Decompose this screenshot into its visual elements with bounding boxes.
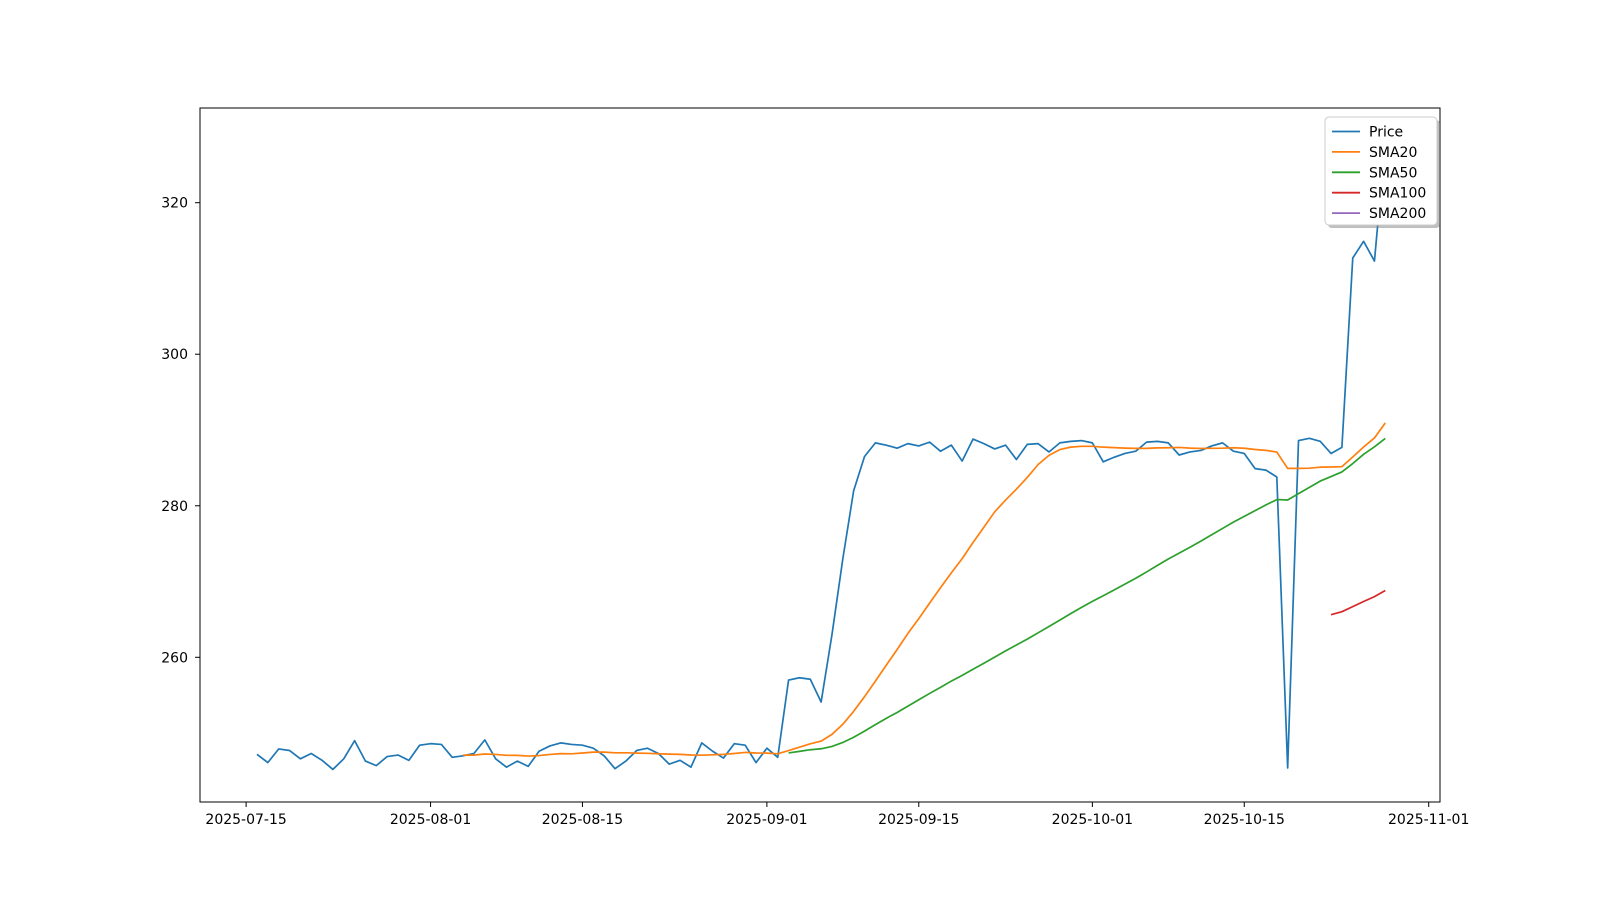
legend-entry: SMA20 xyxy=(1332,145,1417,161)
x-tick-label: 2025-07-15 xyxy=(205,812,286,828)
y-tick-label: 320 xyxy=(161,196,188,212)
legend-entry: SMA100 xyxy=(1332,186,1426,202)
legend-label: SMA200 xyxy=(1369,206,1426,222)
legend-label: Price xyxy=(1369,125,1403,141)
series-group xyxy=(256,140,1387,771)
legend: Price SMA20 SMA50 SMA100 SMA200 xyxy=(1324,116,1440,228)
x-tick-label: 2025-09-01 xyxy=(726,812,807,828)
legend-label: SMA100 xyxy=(1369,186,1426,202)
legend-label: SMA20 xyxy=(1369,145,1417,161)
x-tick-label: 2025-10-01 xyxy=(1052,812,1133,828)
sma20-line xyxy=(463,422,1386,757)
legend-box xyxy=(1324,116,1438,226)
x-tick-label: 2025-08-01 xyxy=(390,812,471,828)
sma100-line xyxy=(1330,589,1386,616)
sma50-line xyxy=(788,437,1386,754)
y-tick-label: 260 xyxy=(161,650,188,666)
plot-area xyxy=(199,107,1441,803)
y-tick-label: 300 xyxy=(161,347,188,363)
x-tick-label: 2025-10-15 xyxy=(1204,812,1285,828)
legend-label: SMA50 xyxy=(1369,165,1417,181)
y-tick-label: 280 xyxy=(161,499,188,515)
x-tick-label: 2025-09-15 xyxy=(878,812,959,828)
ticks-group: 2025-07-15 2025-08-01 2025-08-15 2025-09-01… xyxy=(161,196,1469,828)
legend-entry: Price xyxy=(1332,125,1403,141)
x-tick-label: 2025-08-15 xyxy=(542,812,623,828)
legend-entry: SMA50 xyxy=(1332,165,1417,181)
x-tick-label: 2025-11-01 xyxy=(1388,812,1469,828)
legend-entry: SMA200 xyxy=(1332,206,1426,222)
price-line xyxy=(256,140,1387,771)
